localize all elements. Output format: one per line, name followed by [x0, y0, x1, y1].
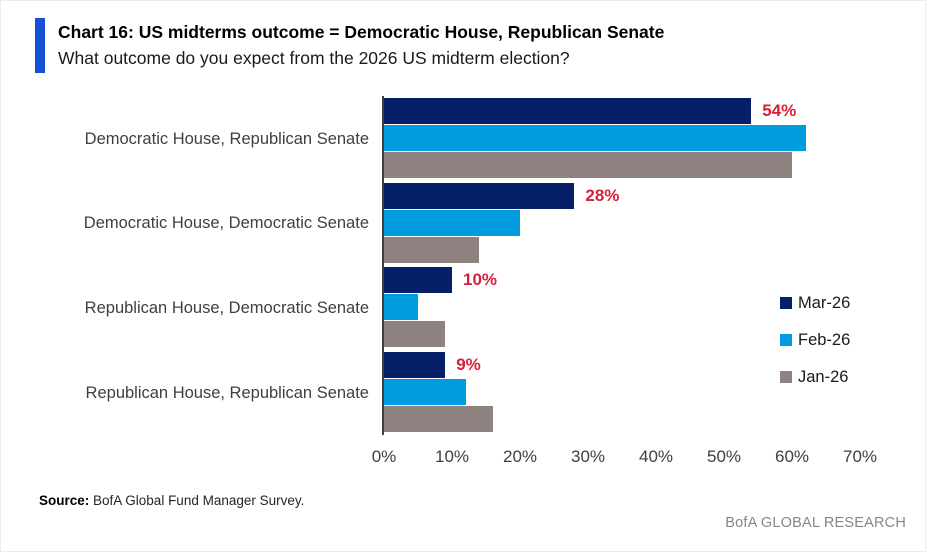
- category-label: Democratic House, Republican Senate: [84, 129, 369, 148]
- x-tick-label: 70%: [842, 447, 878, 466]
- legend-label: Jan-26: [798, 367, 849, 386]
- legend-label: Mar-26: [798, 293, 851, 312]
- legend-swatch-jan-26: [780, 371, 792, 383]
- bar-jan-26-group3: [384, 321, 446, 348]
- legend-item-feb-26: Feb-26: [780, 331, 850, 349]
- legend-swatch-mar-26: [780, 297, 792, 309]
- source-label: Source:: [39, 493, 90, 508]
- bar-feb-26-group3: [384, 294, 418, 321]
- legend-label: Feb-26: [798, 330, 851, 349]
- x-tick-label: 40%: [638, 447, 674, 466]
- x-tick-label: 50%: [706, 447, 742, 466]
- source-note: Source: BofA Global Fund Manager Survey.: [39, 493, 304, 508]
- bar-feb-26-group2: [384, 209, 520, 236]
- brand-label: BofA GLOBAL RESEARCH: [725, 515, 906, 531]
- chart-title: Chart 16: US midterms outcome = Democrat…: [58, 22, 665, 42]
- category-label: Republican House, Democratic Senate: [84, 298, 369, 317]
- x-tick-label: 60%: [774, 447, 810, 466]
- legend-item-jan-26: Jan-26: [780, 368, 848, 386]
- bar-feb-26-group4: [384, 379, 466, 406]
- legend-swatch-feb-26: [780, 334, 792, 346]
- title-accent-bar: [35, 18, 45, 73]
- bar-mar-26-group2: [384, 182, 575, 209]
- category-label: Republican House, Republican Senate: [85, 383, 369, 402]
- x-tick-label: 20%: [502, 447, 538, 466]
- bar-jan-26-group2: [384, 236, 480, 263]
- legend-item-mar-26: Mar-26: [780, 294, 850, 312]
- source-text: BofA Global Fund Manager Survey.: [89, 493, 305, 508]
- chart-subtitle: What outcome do you expect from the 2026…: [58, 48, 570, 68]
- bar-jan-26-group4: [384, 406, 493, 433]
- data-label: 54%: [762, 101, 797, 120]
- data-label: 28%: [585, 185, 620, 205]
- bar-mar-26-group3: [384, 267, 452, 294]
- y-axis-line: [382, 96, 384, 435]
- data-label: 9%: [456, 355, 481, 375]
- category-label: Democratic House, Democratic Senate: [83, 214, 369, 233]
- bar-jan-26-group1: [384, 152, 792, 178]
- bar-mar-26-group4: [384, 352, 446, 379]
- bar-feb-26-group1: [384, 125, 806, 151]
- bar-mar-26-group1: [384, 98, 752, 124]
- x-tick-label: 0%: [371, 447, 397, 466]
- x-tick-label: 30%: [570, 447, 606, 466]
- x-tick-label: 10%: [434, 447, 470, 466]
- data-label: 10%: [463, 270, 498, 290]
